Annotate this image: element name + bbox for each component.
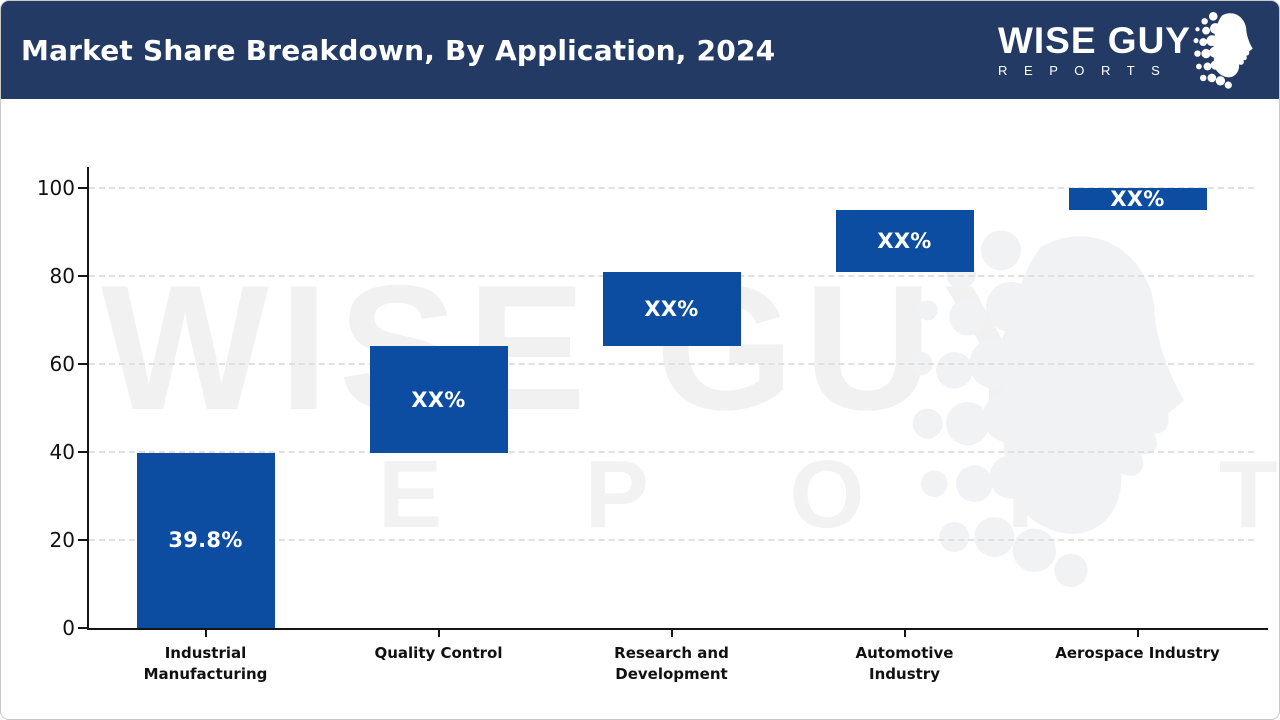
x-axis-tick-2: [437, 628, 440, 637]
bar-value-label: XX%: [644, 296, 699, 321]
logo-tagline: R E P O R T S: [997, 63, 1167, 78]
y-axis-line: [87, 167, 89, 628]
x-tick-label-industrial-manufacturing: Industrial Manufacturing: [143, 644, 268, 683]
bar-industrial-manufacturing: 39.8%: [136, 452, 275, 628]
y-axis-tick-60: [78, 363, 87, 365]
bar-research-and-development: XX%: [602, 271, 741, 347]
logo-text: WISE GUY R E P O R T S: [998, 22, 1191, 78]
header-bar: Market Share Breakdown, By Application, …: [1, 1, 1279, 99]
x-axis-tick-1: [204, 628, 207, 637]
y-axis-tick-0: [78, 627, 87, 629]
x-axis-tick-3: [670, 628, 673, 637]
x-axis-tick-4: [903, 628, 906, 637]
y-tick-label-0: 0: [62, 616, 75, 640]
chart-area: WISE GUY R E P O R T S 02040608010039.8%…: [1, 99, 1279, 719]
y-tick-label-40: 40: [49, 440, 75, 464]
wise-guy-logo: WISE GUY R E P O R T S: [998, 7, 1261, 93]
x-axis-tick-5: [1136, 628, 1139, 637]
y-axis-tick-80: [78, 275, 87, 277]
y-tick-label-100: 100: [36, 176, 75, 200]
x-tick-label-quality-control: Quality Control: [374, 644, 503, 662]
bar-value-label: XX%: [877, 228, 932, 253]
logo-wordmark: WISE GUY: [997, 20, 1191, 61]
logo-face-icon: [1187, 7, 1261, 93]
y-axis-tick-40: [78, 451, 87, 453]
y-tick-label-80: 80: [49, 264, 75, 288]
x-tick-label-aerospace-industry: Aerospace Industry: [1055, 644, 1220, 662]
bar-automotive-industry: XX%: [835, 210, 974, 272]
chart-title: Market Share Breakdown, By Application, …: [21, 33, 776, 67]
bar-value-label: 39.8%: [168, 528, 243, 553]
gridline-40: [89, 451, 1254, 453]
plot-area: 0 20 40 60 80 100 39.8% XX% XX% XX% XX% Industrial …: [37, 151, 1268, 683]
x-tick-label-research-and-development: Research and Development: [614, 644, 729, 683]
bar-aerospace-industry: XX%: [1068, 187, 1207, 211]
y-tick-label-20: 20: [49, 528, 75, 552]
y-tick-label-60: 60: [49, 352, 75, 376]
x-tick-label-automotive-industry: Automotive Industry: [855, 644, 954, 683]
y-axis-tick-20: [78, 539, 87, 541]
gridline-100: [89, 187, 1254, 189]
y-axis-tick-100: [78, 187, 87, 189]
bar-value-label: XX%: [1110, 187, 1165, 211]
bar-value-label: XX%: [411, 387, 466, 412]
gridline-60: [89, 363, 1254, 365]
x-axis-line: [87, 628, 1268, 630]
gridline-20: [89, 539, 1254, 541]
bar-quality-control: XX%: [369, 346, 508, 453]
